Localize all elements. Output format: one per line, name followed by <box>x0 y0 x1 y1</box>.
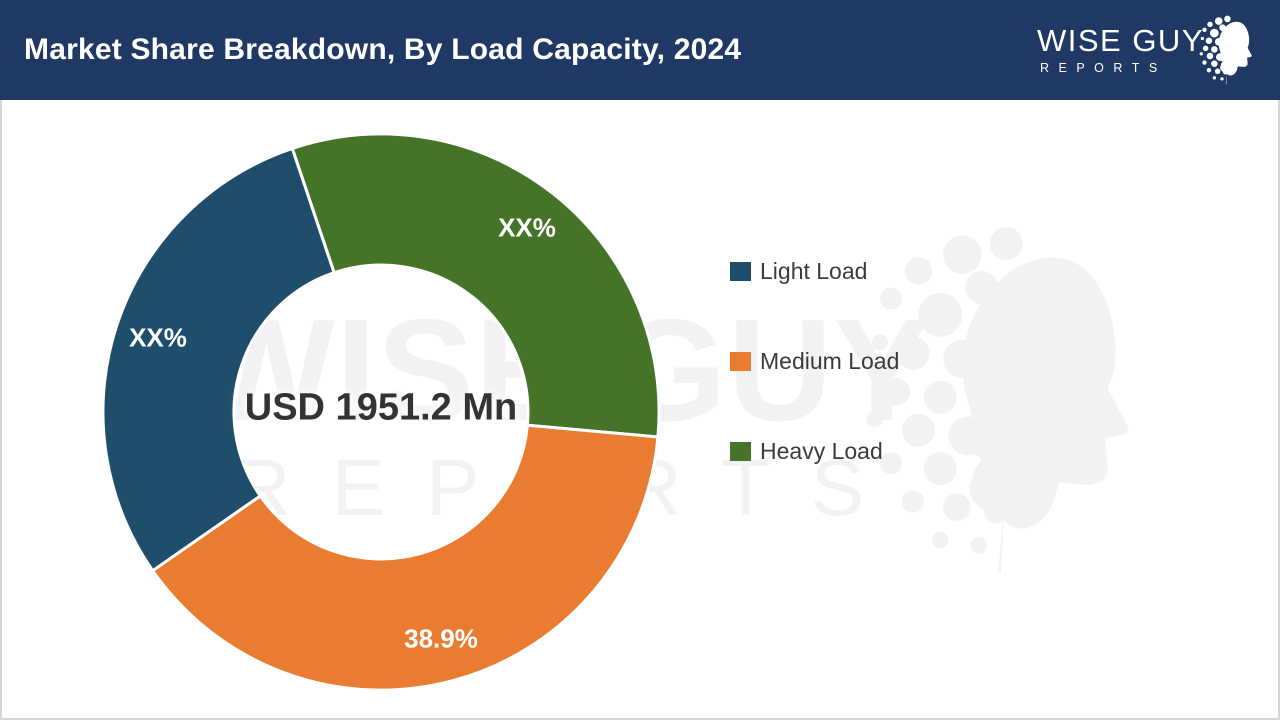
logo-name: WISE GUY <box>1036 23 1204 59</box>
donut-segment-heavy-load <box>290 132 661 439</box>
logo-wordmark: WISE GUY REPORTS <box>1037 25 1204 75</box>
header-bar: Market Share Breakdown, By Load Capacity… <box>0 0 1280 100</box>
legend-label: Light Load <box>760 257 868 284</box>
legend-swatch <box>730 351 751 371</box>
legend-item-light-load: Light Load <box>730 258 899 284</box>
page-title: Market Share Breakdown, By Load Capacity… <box>24 33 742 66</box>
legend-swatch <box>730 441 751 461</box>
legend-item-medium-load: Medium Load <box>730 348 899 374</box>
legend-label: Medium Load <box>760 347 900 374</box>
legend-label: Heavy Load <box>760 437 883 464</box>
donut-segment-medium-load <box>151 423 660 692</box>
chart-area: WISE GUY REPORTS XX%38.9%XX% USD 1951.2 … <box>0 100 1280 720</box>
legend-item-heavy-load: Heavy Load <box>730 438 899 464</box>
donut-segment-light-load <box>101 147 336 573</box>
logo-subtitle: REPORTS <box>1039 60 1167 75</box>
donut-chart <box>101 132 661 692</box>
legend-swatch <box>730 261 751 281</box>
chart-center-value: USD 1951.2 Mn <box>244 386 518 429</box>
chart-legend: Light Load Medium Load Heavy Load <box>730 258 899 528</box>
brand-logo: WISE GUY REPORTS <box>1037 12 1258 88</box>
dotted-head-icon <box>1198 12 1258 88</box>
